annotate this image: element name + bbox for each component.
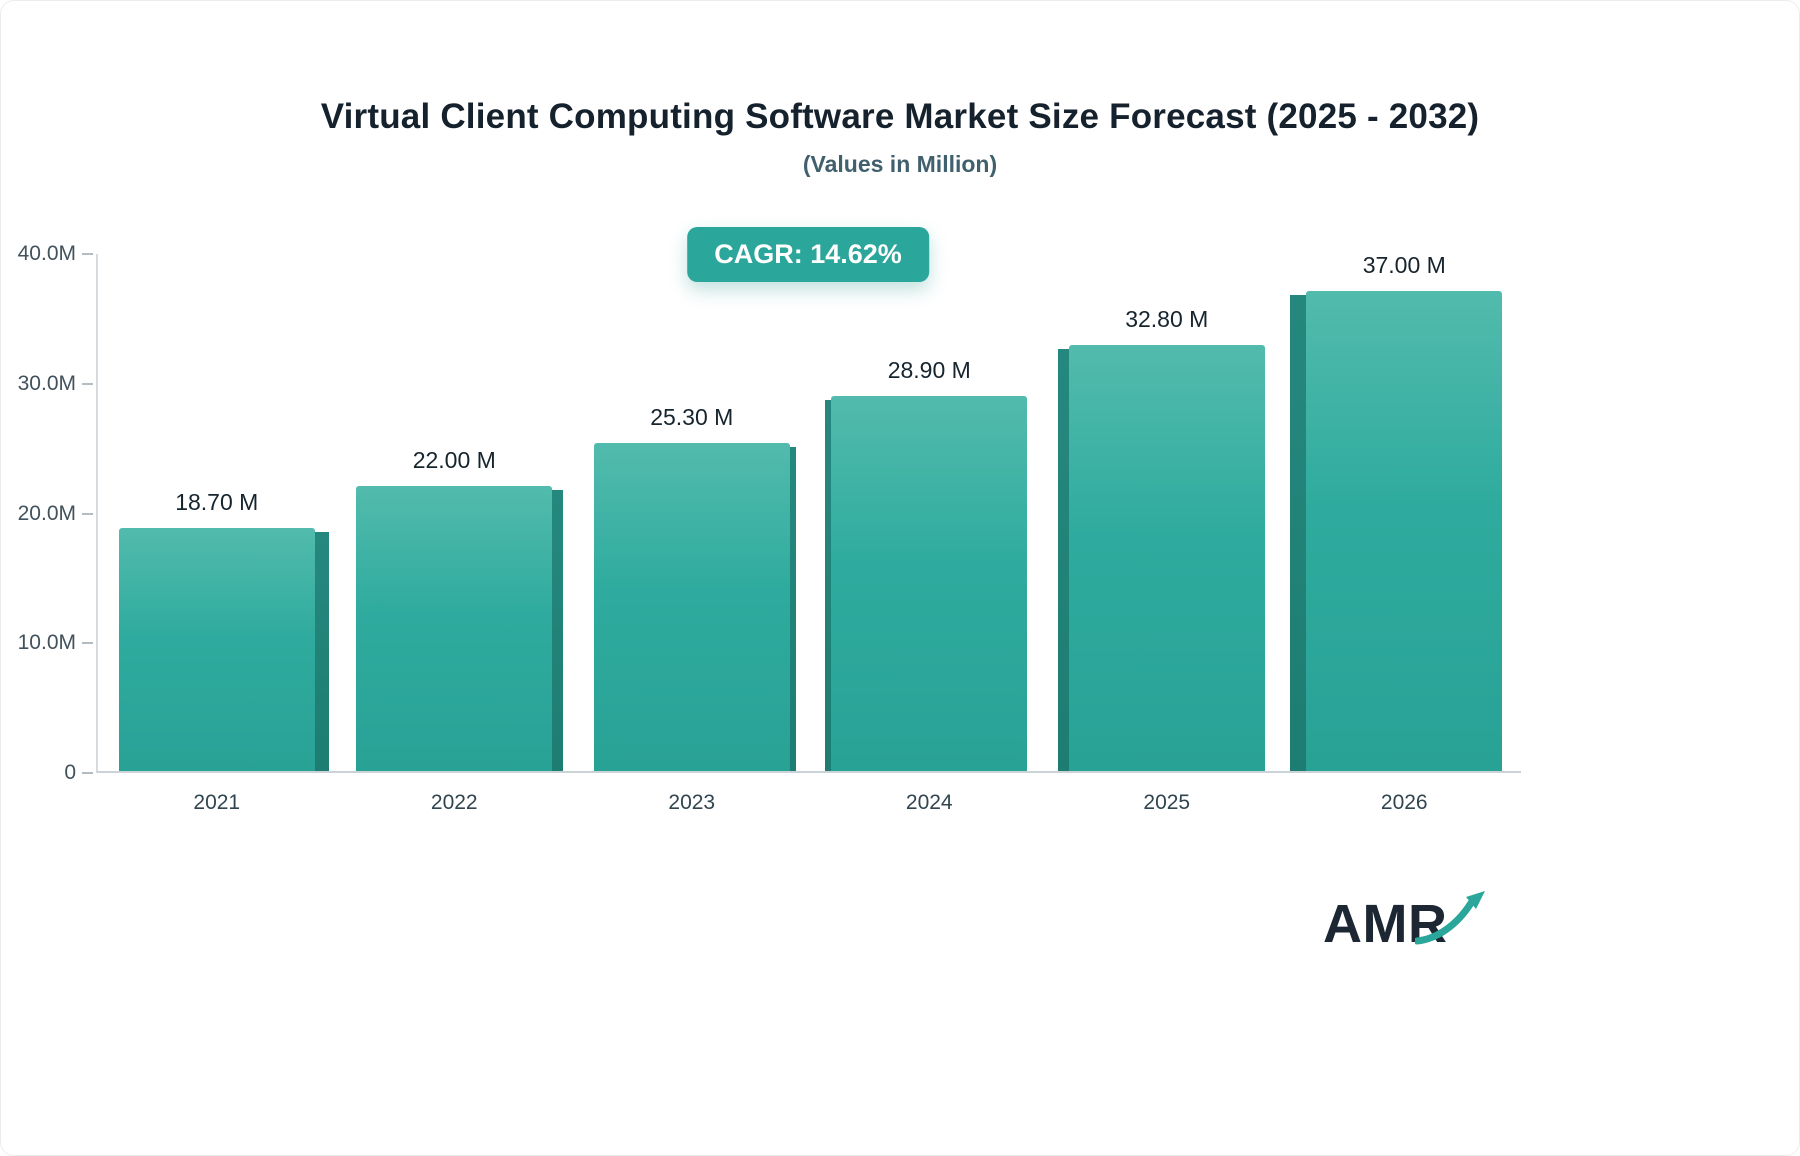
growth-arrow-icon (1415, 891, 1485, 945)
bar-side-face (552, 489, 564, 771)
x-axis-label: 2026 (1380, 791, 1428, 814)
bar-2021 (118, 528, 315, 771)
y-axis-tick-mark (82, 772, 93, 774)
y-axis-tick-mark (82, 512, 93, 515)
bar-value-label: 28.90 M (887, 357, 971, 384)
bar-value-label: 25.30 M (650, 403, 734, 430)
y-axis-tick-mark (82, 382, 93, 385)
x-axis-label: 2023 (668, 791, 716, 814)
y-axis-tick-label: 40.0M (17, 242, 76, 265)
y-axis-tick-mark (82, 253, 93, 255)
x-axis-label: 2021 (193, 791, 241, 814)
amr-logo: AMR (1323, 891, 1503, 973)
bar-value-label: 22.00 M (412, 446, 496, 473)
bar-side-face (1057, 349, 1069, 771)
bar-2025 (1068, 345, 1265, 771)
bar-value-label: 32.80 M (1125, 306, 1209, 333)
bar-2022 (356, 485, 553, 771)
x-axis-label: 2024 (905, 791, 953, 814)
y-axis-tick-label: 20.0M (17, 501, 76, 525)
bar-side-face (1290, 294, 1307, 771)
y-axis-tick-label: 0 (64, 761, 76, 784)
bar-2024 (831, 396, 1028, 771)
bar-value-label: 37.00 M (1362, 251, 1446, 278)
cagr-badge: CAGR: 14.62% (687, 227, 929, 282)
bar-2023 (593, 442, 790, 771)
chart-title: Virtual Client Computing Software Market… (320, 97, 1480, 136)
x-axis-label: 2025 (1143, 791, 1191, 814)
cagr-badge-label: CAGR: 14.62% (714, 239, 902, 269)
y-axis-tick-mark (82, 642, 93, 645)
amr-logo-text: AMR (1323, 894, 1448, 954)
plot-area: 0 10.0M 20.0M 30.0M 40.0M 18.70 M 2021 22.00 M 2… (18, 242, 1521, 814)
y-axis-tick-label: 30.0M (17, 371, 76, 395)
chart-subtitle: (Values in Million) (802, 151, 998, 177)
x-axis-label: 2022 (430, 791, 478, 814)
y-axis-tick-label: 10.0M (17, 631, 76, 655)
bar-side-face (314, 532, 329, 771)
bar-2026 (1306, 290, 1503, 771)
bar-side-face (825, 400, 832, 771)
bar-value-label: 18.70 M (175, 489, 259, 516)
bar-side-face (789, 446, 796, 771)
